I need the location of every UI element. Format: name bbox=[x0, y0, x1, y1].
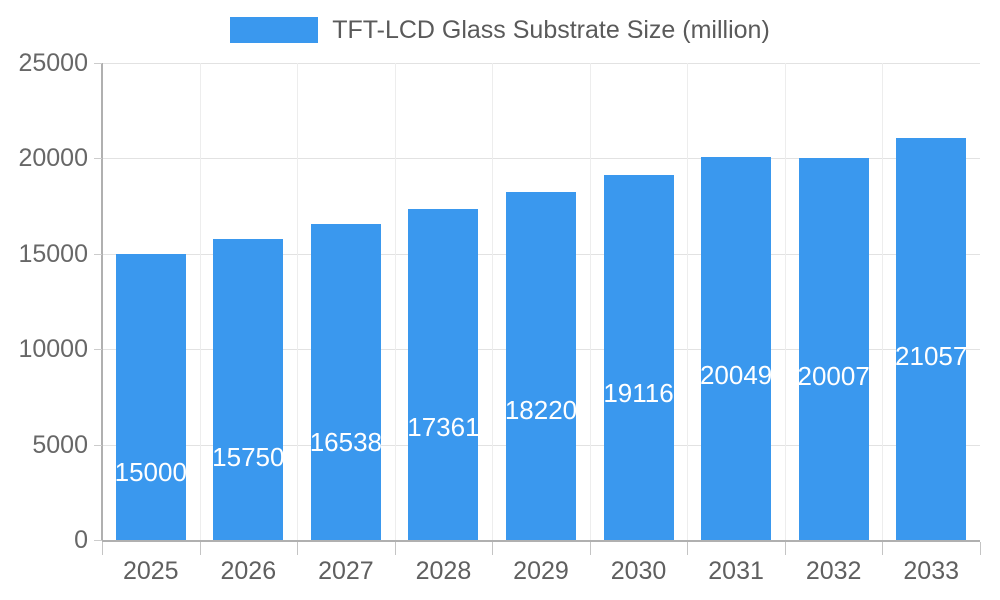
y-tick-mark bbox=[94, 349, 102, 351]
bar-data-label: 18220 bbox=[504, 395, 578, 425]
y-tick-mark bbox=[94, 158, 102, 160]
legend-item-label: TFT-LCD Glass Substrate Size (million) bbox=[332, 15, 770, 44]
bar[interactable] bbox=[896, 138, 966, 540]
gridline-horizontal bbox=[102, 158, 980, 160]
x-axis-tick-label: 2029 bbox=[513, 557, 569, 585]
x-tick-mark bbox=[200, 542, 201, 555]
bar-data-label: 20007 bbox=[797, 361, 870, 391]
x-tick-mark bbox=[785, 542, 786, 555]
gridline-vertical bbox=[785, 63, 786, 540]
gridline-vertical bbox=[395, 63, 396, 540]
x-tick-mark bbox=[590, 542, 591, 555]
bar-data-label: 16538 bbox=[309, 427, 383, 457]
y-axis-tick-label: 10000 bbox=[18, 335, 88, 364]
x-axis-line bbox=[102, 540, 980, 542]
bar[interactable] bbox=[116, 254, 186, 540]
y-axis-tick-label: 5000 bbox=[32, 430, 88, 459]
bar-data-label: 17361 bbox=[407, 412, 480, 442]
bar-data-label: 21057 bbox=[895, 341, 968, 371]
bar[interactable] bbox=[213, 239, 283, 540]
x-tick-mark bbox=[395, 542, 396, 555]
x-tick-mark bbox=[297, 542, 298, 555]
x-axis-tick-label: 2031 bbox=[708, 557, 764, 585]
y-tick-mark bbox=[94, 540, 102, 541]
bar[interactable] bbox=[604, 175, 674, 540]
legend-item-tft-lcd[interactable]: TFT-LCD Glass Substrate Size (million) bbox=[230, 17, 770, 43]
bar-data-label: 19116 bbox=[603, 378, 674, 408]
y-axis-line bbox=[101, 63, 103, 541]
bar-data-label: 15000 bbox=[114, 457, 187, 487]
x-tick-mark bbox=[687, 542, 688, 555]
bar-data-label: 15750 bbox=[212, 442, 285, 472]
bar[interactable] bbox=[701, 157, 771, 540]
bar[interactable] bbox=[506, 192, 576, 540]
x-axis-tick-label: 2027 bbox=[318, 557, 374, 585]
x-tick-mark bbox=[882, 542, 883, 555]
gridline-vertical bbox=[297, 63, 298, 540]
x-axis-tick-label: 2026 bbox=[220, 557, 277, 585]
gridline-vertical bbox=[492, 63, 493, 540]
bar-data-label: 20049 bbox=[699, 360, 773, 390]
x-tick-mark bbox=[980, 542, 981, 555]
y-axis-tick-label: 25000 bbox=[18, 49, 88, 77]
x-axis-tick-label: 2033 bbox=[903, 557, 960, 585]
y-tick-mark bbox=[94, 444, 102, 446]
y-tick-mark bbox=[94, 63, 102, 64]
x-axis-tick-label: 2032 bbox=[805, 557, 862, 585]
x-tick-mark bbox=[492, 542, 493, 555]
x-tick-mark bbox=[102, 542, 103, 555]
bar[interactable] bbox=[799, 158, 869, 540]
x-axis-tick-label: 2030 bbox=[610, 557, 667, 585]
y-axis-tick-label: 20000 bbox=[18, 144, 88, 173]
gridline-vertical bbox=[687, 63, 688, 540]
y-axis-tick-label: 0 bbox=[74, 526, 88, 554]
gridline-vertical bbox=[882, 63, 883, 540]
gridline-horizontal bbox=[102, 63, 980, 64]
x-axis-tick-label: 2025 bbox=[122, 557, 179, 585]
bar[interactable] bbox=[311, 224, 381, 540]
bar[interactable] bbox=[408, 209, 478, 540]
x-axis-tick-label: 2028 bbox=[415, 557, 472, 585]
y-tick-mark bbox=[94, 253, 102, 255]
gridline-vertical bbox=[200, 63, 201, 540]
chart-legend: TFT-LCD Glass Substrate Size (million) bbox=[0, 10, 1000, 50]
y-axis-tick-label: 15000 bbox=[18, 239, 88, 268]
legend-color-swatch-icon bbox=[230, 17, 319, 43]
gridline-vertical bbox=[590, 63, 591, 540]
